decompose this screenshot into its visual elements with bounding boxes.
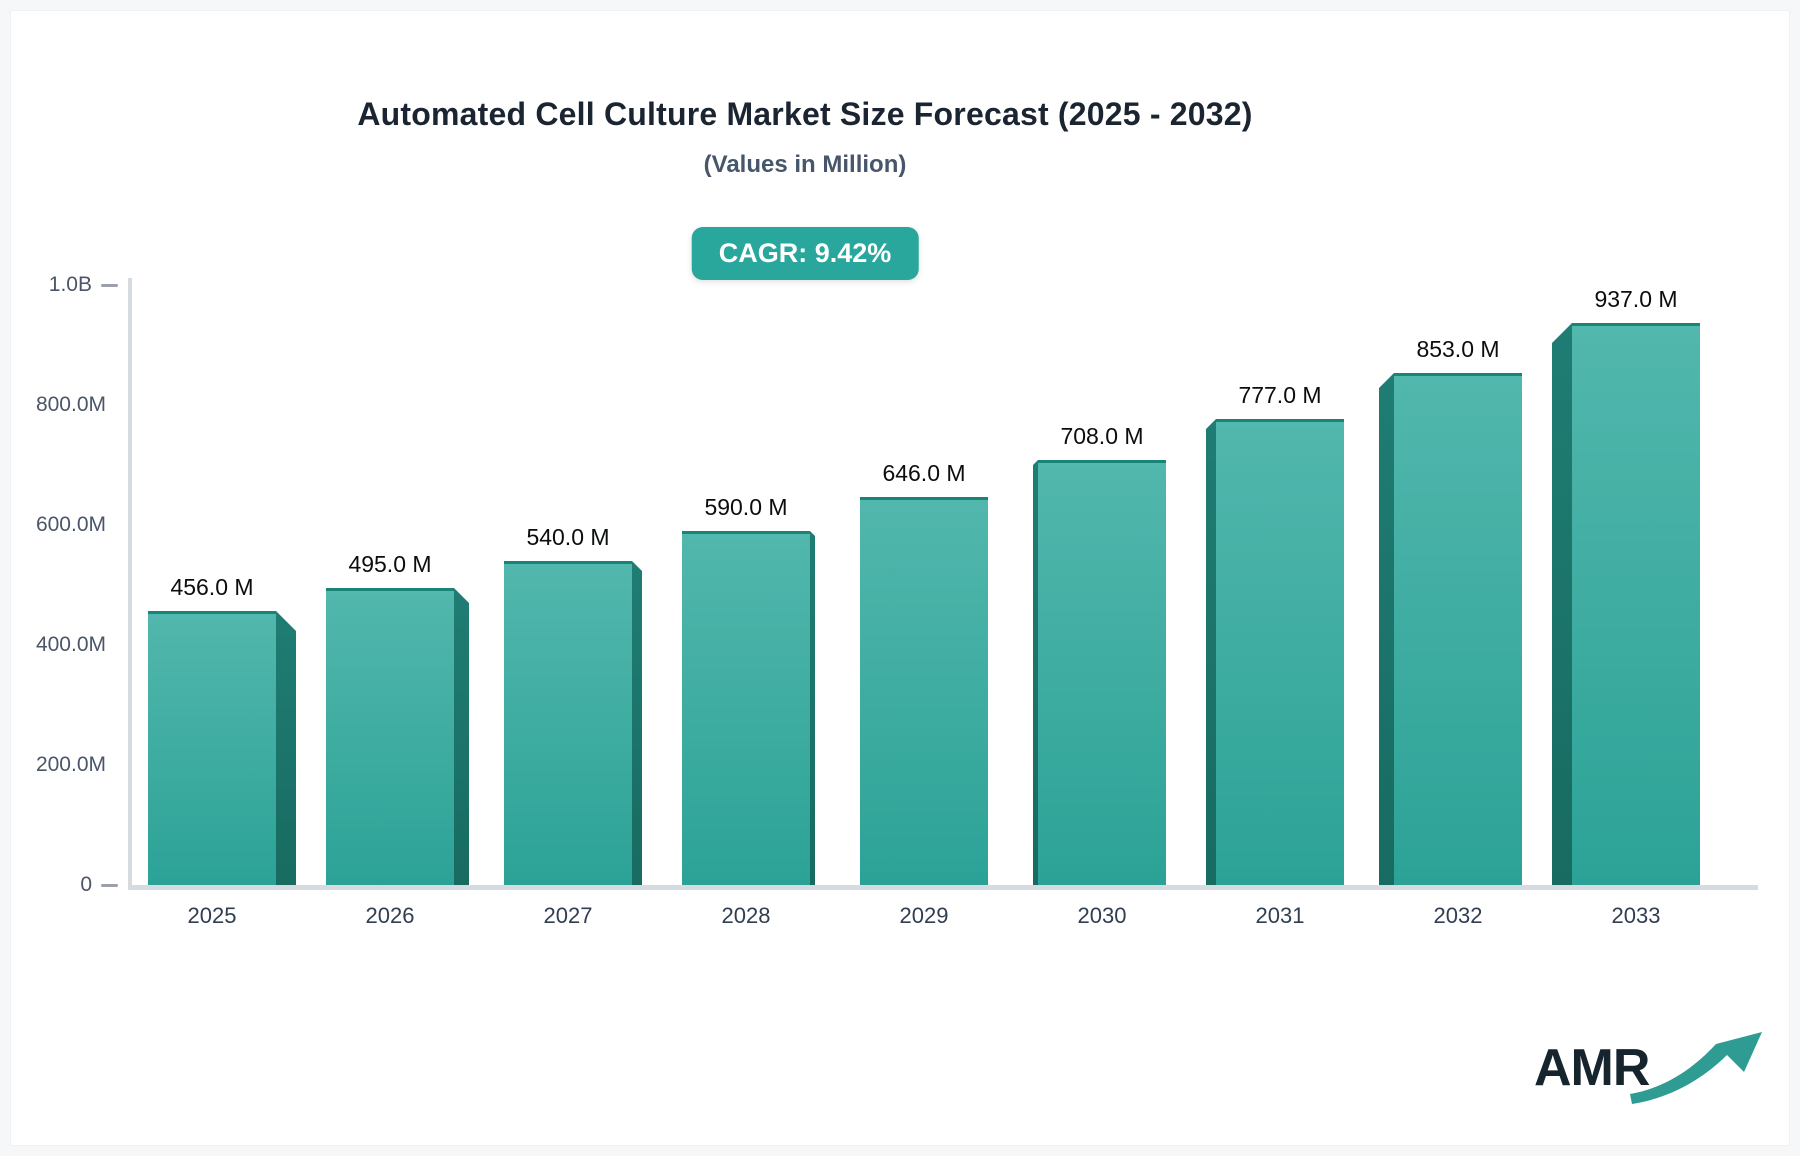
y-axis-tick-800.0M: 800.0M	[0, 392, 118, 418]
x-axis-label-2030: 2030	[1077, 903, 1127, 928]
bar-2027[interactable]	[504, 561, 632, 885]
bar-value-label-2032: 853.0 M	[1416, 336, 1500, 362]
y-axis-tick-400.0M: 400.0M	[0, 632, 118, 658]
bar-value-label-2028: 590.0 M	[704, 494, 788, 520]
chart-header: Automated Cell Culture Market Size Forec…	[0, 96, 1610, 179]
y-axis-tick-label: 800.0M	[35, 393, 106, 416]
bar-side-3d	[454, 588, 469, 885]
y-axis-tick-mark	[101, 283, 118, 287]
bar-value-label-2029: 646.0 M	[882, 460, 966, 486]
y-axis-tick-1.0B: 1.0B	[0, 272, 118, 298]
x-axis-label-2031: 2031	[1255, 903, 1305, 928]
bar-2032[interactable]	[1394, 373, 1522, 885]
growth-arrow-icon	[1630, 1032, 1762, 1104]
y-axis-tick-label: 600.0M	[35, 513, 106, 536]
bar-side-3d	[810, 531, 815, 885]
bar-value-label-2025: 456.0 M	[170, 574, 254, 600]
y-axis-line	[128, 278, 132, 889]
bar-2029[interactable]	[860, 497, 988, 885]
x-axis-label-2027: 2027	[543, 903, 593, 928]
bar-side-3d	[632, 561, 642, 885]
bar-value-label-2026: 495.0 M	[348, 551, 432, 577]
chart-title: Automated Cell Culture Market Size Forec…	[357, 96, 1253, 132]
x-axis-label-2032: 2032	[1433, 903, 1483, 928]
bar-value-label-2033: 937.0 M	[1594, 286, 1678, 312]
bar-value-label-2031: 777.0 M	[1238, 382, 1322, 408]
y-axis-tick-label: 200.0M	[35, 753, 106, 776]
y-axis-tick-600.0M: 600.0M	[0, 512, 118, 538]
bar-side-3d	[276, 611, 296, 885]
x-axis-label-2028: 2028	[721, 903, 771, 928]
bar-2031[interactable]	[1216, 419, 1344, 885]
x-axis-line	[128, 885, 1758, 890]
bar-2030[interactable]	[1038, 460, 1166, 885]
bar-side-3d	[1206, 419, 1216, 885]
bar-value-label-2030: 708.0 M	[1060, 423, 1144, 449]
amr-logo-text: AMR	[1534, 1039, 1650, 1097]
bar-2028[interactable]	[682, 531, 810, 885]
x-axis-label-2025: 2025	[187, 903, 237, 928]
x-axis-label-2029: 2029	[899, 903, 949, 928]
x-axis-label-2033: 2033	[1611, 903, 1661, 928]
bar-side-3d	[1379, 373, 1394, 885]
y-axis-tick-label: 0	[80, 873, 92, 896]
bar-side-3d	[1033, 460, 1038, 885]
y-axis-tick-200.0M: 200.0M	[0, 752, 118, 778]
cagr-badge: CAGR: 9.42%	[691, 227, 919, 280]
bar-2025[interactable]	[148, 611, 276, 885]
x-axis-label-2026: 2026	[365, 903, 415, 928]
y-axis-tick-label: 400.0M	[35, 633, 106, 656]
y-axis-tick-label: 1.0B	[48, 273, 92, 296]
bar-side-3d	[1552, 323, 1572, 885]
bar-2026[interactable]	[326, 588, 454, 885]
bar-value-label-2027: 540.0 M	[526, 524, 610, 550]
amr-logo: AMR	[1534, 1032, 1764, 1112]
chart-subtitle: (Values in Million)	[703, 151, 907, 178]
bar-2033[interactable]	[1572, 323, 1700, 885]
y-axis-tick-0: 0	[0, 872, 118, 898]
y-axis-tick-mark	[101, 883, 118, 887]
